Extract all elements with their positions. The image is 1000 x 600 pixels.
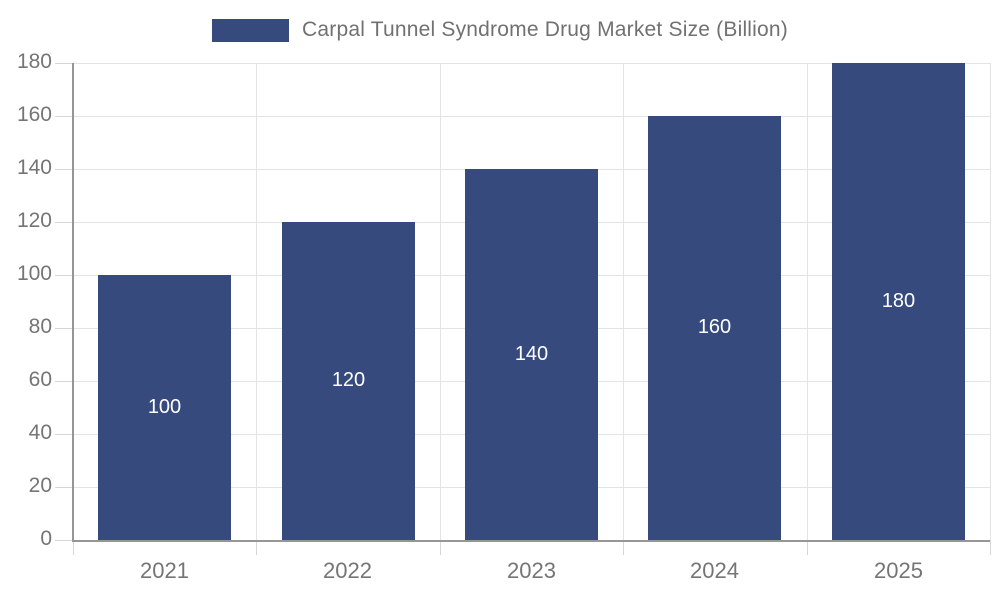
y-axis-label: 0 — [40, 527, 52, 550]
y-axis-tick — [55, 381, 73, 382]
y-axis-label: 40 — [28, 421, 52, 444]
x-axis-label: 2025 — [874, 558, 923, 583]
x-axis-tick — [73, 540, 74, 555]
v-gridline — [990, 63, 991, 540]
y-axis-label: 80 — [28, 315, 52, 338]
y-axis-tick — [55, 169, 73, 170]
y-axis-label: 120 — [16, 209, 52, 232]
v-gridline — [440, 63, 441, 540]
v-gridline — [256, 63, 257, 540]
y-axis-tick — [55, 434, 73, 435]
x-axis-label: 2022 — [323, 558, 372, 583]
y-axis-tick — [55, 540, 73, 541]
legend: Carpal Tunnel Syndrome Drug Market Size … — [0, 18, 1000, 42]
y-axis-tick — [55, 328, 73, 329]
h-gridline — [73, 116, 990, 117]
y-axis-label: 160 — [16, 103, 52, 126]
bar-value-label: 180 — [881, 290, 916, 312]
bar-value-label: 140 — [514, 343, 549, 365]
bar — [465, 169, 598, 540]
y-axis-line — [72, 63, 74, 541]
v-gridline — [623, 63, 624, 540]
x-axis-label: 2021 — [140, 558, 189, 583]
legend-swatch — [212, 18, 289, 42]
x-axis-line — [72, 540, 990, 542]
v-gridline — [807, 63, 808, 540]
x-axis-label: 2024 — [690, 558, 739, 583]
y-axis-tick — [55, 275, 73, 276]
bar — [832, 63, 965, 540]
y-axis-label: 100 — [16, 262, 52, 285]
y-axis-tick — [55, 487, 73, 488]
bar-value-label: 100 — [147, 396, 182, 418]
y-axis-label: 60 — [28, 368, 52, 391]
x-axis-tick — [807, 540, 808, 555]
y-axis-label: 140 — [16, 156, 52, 179]
bar — [648, 116, 781, 540]
x-axis-tick — [440, 540, 441, 555]
legend-label: Carpal Tunnel Syndrome Drug Market Size … — [302, 18, 788, 41]
y-axis-tick — [55, 63, 73, 64]
h-gridline — [73, 63, 990, 64]
x-axis-tick — [990, 540, 991, 555]
x-axis-tick — [623, 540, 624, 555]
y-axis-label: 180 — [16, 50, 52, 73]
bar — [98, 275, 231, 540]
y-axis-tick — [55, 222, 73, 223]
y-axis-label: 20 — [28, 474, 52, 497]
bar — [282, 222, 415, 540]
bar-value-label: 120 — [331, 369, 366, 391]
x-axis-tick — [256, 540, 257, 555]
x-axis-label: 2023 — [507, 558, 556, 583]
y-axis-tick — [55, 116, 73, 117]
bar-value-label: 160 — [697, 316, 732, 338]
